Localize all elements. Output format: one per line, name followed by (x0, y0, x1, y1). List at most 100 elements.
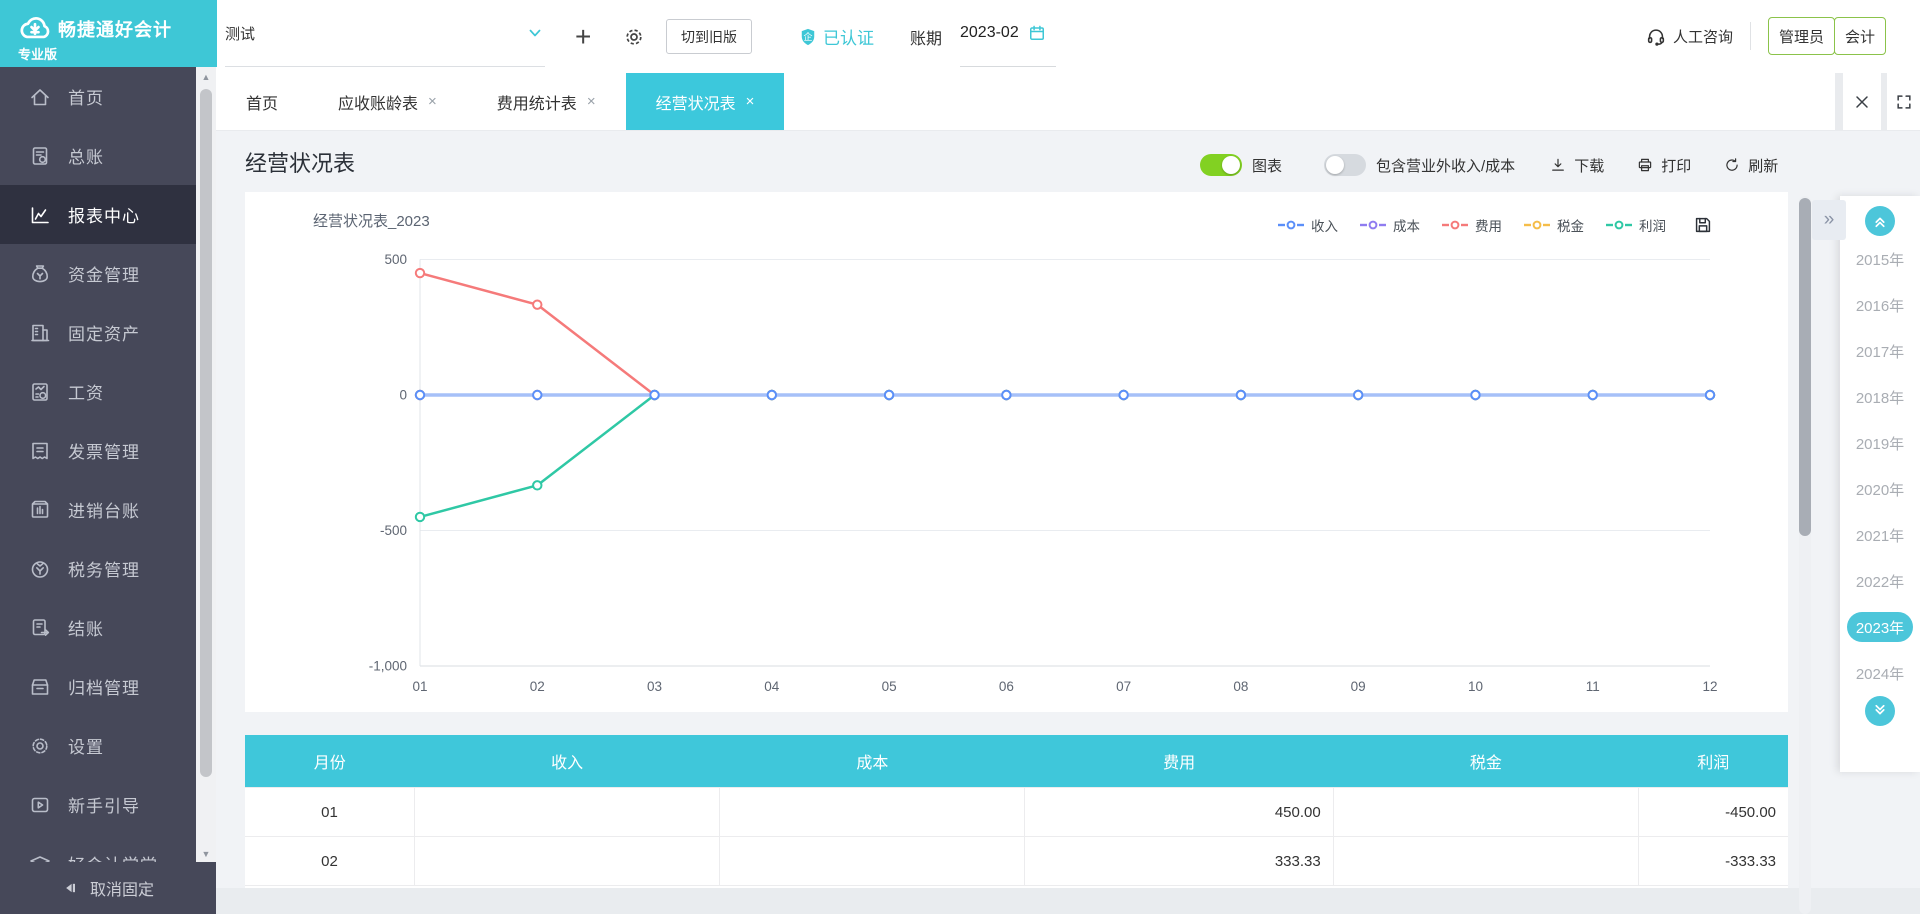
legend-item-费用[interactable]: 费用 (1442, 215, 1502, 235)
report-center-icon (28, 203, 52, 227)
action-label: 刷新 (1748, 157, 1779, 175)
sidebar-item-工资[interactable]: 工资 (0, 362, 196, 421)
year-item-2021年[interactable]: 2021年 (1855, 527, 1905, 545)
table-row: 01 450.00 -450.00 (245, 787, 1788, 837)
year-list: 2015年 2016年 2017年 2018年 2019年 2020年 2021年 2022年… (1840, 236, 1920, 696)
tab-首页[interactable]: 首页 (216, 73, 308, 130)
刷新-button[interactable]: 刷新 (1723, 155, 1778, 176)
include-nonoperating-toggle[interactable] (1324, 154, 1367, 176)
year-item-2022年[interactable]: 2022年 (1855, 573, 1905, 591)
tab-label: 经营状况表 (655, 95, 736, 113)
打印-button[interactable]: 打印 (1636, 155, 1691, 176)
sidebar-item-首页[interactable]: 首页 (0, 67, 196, 126)
tab-close-icon[interactable]: × (586, 93, 596, 110)
table-cell (1332, 787, 1639, 837)
app-title: 畅捷通好会计 (58, 20, 172, 40)
svg-text:08: 08 (1233, 679, 1248, 694)
year-item-2023年[interactable]: 2023年 (1847, 612, 1913, 642)
unpin-sidebar-button[interactable]: 取消固定 (0, 862, 216, 914)
year-item-2018年[interactable]: 2018年 (1855, 389, 1905, 407)
period-picker[interactable]: 2023-02 (960, 0, 1056, 67)
fullscreen-icon (1896, 94, 1911, 109)
role-admin-button[interactable]: 管理员 (1768, 17, 1836, 55)
table-cell: 01 (245, 787, 416, 837)
scroll-years-down-button[interactable] (1865, 696, 1895, 726)
sidebar-item-新手引导[interactable]: 新手引导 (0, 775, 196, 834)
legend-item-成本[interactable]: 成本 (1360, 215, 1420, 235)
fullscreen-button[interactable] (1887, 73, 1920, 130)
legend-marker (1278, 218, 1304, 233)
svg-text:0: 0 (399, 388, 407, 403)
tab-费用统计表[interactable]: 费用统计表 × (467, 73, 626, 130)
chart-toggle[interactable] (1200, 154, 1242, 176)
tab-经营状况表[interactable]: 经营状况表 × (625, 73, 785, 130)
year-item-2024年[interactable]: 2024年 (1855, 665, 1905, 683)
certified-label: 已认证 (823, 29, 874, 48)
close-tab-button[interactable] (1843, 73, 1881, 130)
sidebar-item-设置[interactable]: 设置 (0, 716, 196, 775)
year-item-2015年[interactable]: 2015年 (1855, 251, 1905, 269)
sidebar-item-label: 资金管理 (68, 266, 140, 285)
svg-text:06: 06 (999, 679, 1014, 694)
legend-label: 税金 (1557, 219, 1584, 234)
add-button[interactable]: + (575, 20, 592, 52)
table-cell: 450.00 (1024, 787, 1334, 837)
sidebar-item-发票管理[interactable]: 发票管理 (0, 421, 196, 480)
top-bar: 畅捷通好会计 专业版 测试 + 切到旧版 企 已认证 账期 2023-02 (0, 0, 1920, 74)
bottom-strip (216, 888, 1920, 914)
tab-close-icon[interactable]: × (745, 93, 755, 110)
legend-item-收入[interactable]: 收入 (1278, 215, 1338, 235)
legend-item-税金[interactable]: 税金 (1524, 215, 1584, 235)
legend-marker (1606, 218, 1632, 233)
sidebar-item-报表中心[interactable]: 报表中心 (0, 185, 196, 244)
close-icon (1856, 95, 1868, 108)
sidebar-item-label: 结账 (68, 620, 104, 639)
sidebar-item-归档管理[interactable]: 归档管理 (0, 657, 196, 716)
period-value: 2023-02 (960, 24, 1019, 41)
company-selector[interactable]: 测试 (225, 0, 545, 67)
year-item-2016年[interactable]: 2016年 (1855, 297, 1905, 315)
svg-text:-500: -500 (380, 523, 407, 538)
legend-marker (1524, 218, 1550, 233)
sidebar-scroll-down-arrow[interactable]: ▼ (201, 849, 211, 859)
year-item-2017年[interactable]: 2017年 (1855, 343, 1905, 361)
svg-text:07: 07 (1116, 679, 1131, 694)
legend-label: 成本 (1393, 219, 1420, 234)
sidebar-item-结账[interactable]: 结账 (0, 598, 196, 657)
role-accountant-button[interactable]: 会计 (1834, 17, 1887, 55)
sidebar-item-资金管理[interactable]: 资金管理 (0, 244, 196, 303)
sidebar-item-进销台账[interactable]: 进销台账 (0, 480, 196, 539)
settings-gear-icon[interactable] (622, 0, 646, 73)
year-selector-panel: 2015年 2016年 2017年 2018年 2019年 2020年 2021年 2022年… (1840, 196, 1920, 772)
cloud-logo-icon (16, 10, 54, 44)
report-table: 月份 收入 成本 费用 税金 利润 01 450.00 -450.00 02 333.33 -333… (245, 735, 1788, 886)
year-panel-collapse-handle[interactable]: » (1812, 200, 1846, 240)
toolbar-actions: 下载 打印 刷新 (1549, 155, 1778, 176)
sidebar-scrollbar: ▲ ▼ (196, 67, 216, 862)
year-item-2020年[interactable]: 2020年 (1855, 481, 1905, 499)
legend-item-利润[interactable]: 利润 (1606, 215, 1666, 235)
topbar-divider (1750, 22, 1751, 50)
sidebar-item-label: 工资 (68, 384, 104, 403)
sidebar-item-总账[interactable]: 总账 (0, 126, 196, 185)
live-support-button[interactable]: 人工咨询 (1645, 0, 1733, 73)
scroll-years-up-button[interactable] (1865, 206, 1895, 236)
headset-icon (1647, 28, 1665, 46)
year-item-2019年[interactable]: 2019年 (1855, 435, 1905, 453)
sidebar-scrollbar-thumb[interactable] (200, 89, 212, 777)
content-scrollbar-thumb[interactable] (1799, 198, 1811, 536)
sidebar-scroll-up-arrow[interactable]: ▲ (201, 72, 211, 82)
sidebar-item-税务管理[interactable]: 税务管理 (0, 539, 196, 598)
svg-text:12: 12 (1702, 679, 1717, 694)
tab-应收账龄表[interactable]: 应收账龄表 × (308, 73, 467, 130)
salary-icon (28, 380, 52, 404)
sidebar-item-固定资产[interactable]: 固定资产 (0, 303, 196, 362)
sidebar-item-label: 归档管理 (68, 679, 140, 698)
save-icon[interactable] (1692, 214, 1714, 236)
action-label: 下载 (1574, 157, 1605, 175)
下载-button[interactable]: 下载 (1549, 155, 1604, 176)
tab-close-icon[interactable]: × (428, 93, 437, 110)
general-ledger-icon (28, 144, 52, 168)
print-icon (1636, 156, 1654, 174)
switch-to-old-version-button[interactable]: 切到旧版 (666, 19, 752, 54)
